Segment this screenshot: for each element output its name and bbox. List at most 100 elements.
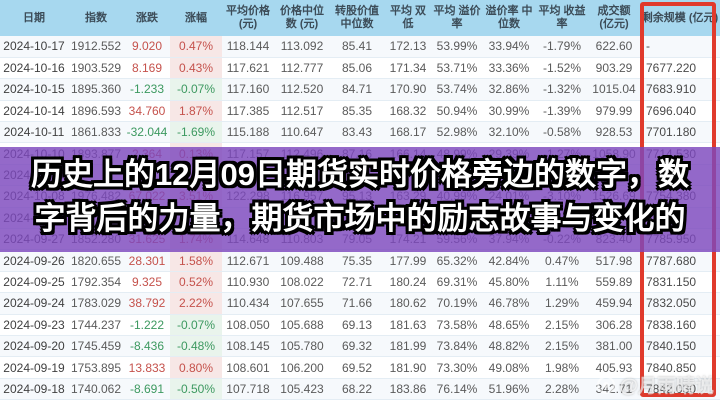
table-cell: 112.517	[274, 100, 330, 123]
table-cell: 1.11%	[536, 271, 588, 294]
table-cell: 177.99	[384, 249, 432, 272]
column-header-12[interactable]: 剩余规模 (亿元)	[640, 0, 720, 36]
table-cell: 166.14	[384, 142, 432, 165]
table-row[interactable]: 2024-09-18 1740.062 -8.691 -0.50% 107.718 105…	[0, 378, 720, 400]
table-cell	[482, 164, 536, 187]
column-header-5[interactable]: 价格中位数 (元)	[274, 0, 330, 36]
table-cell: 69.52	[330, 356, 384, 379]
table-cell: 0.52%	[170, 271, 222, 294]
table-cell: 33.94%	[482, 36, 536, 58]
table-cell: 52.98%	[432, 121, 482, 144]
column-header-11[interactable]: 成交额 (亿元)	[588, 0, 640, 36]
column-header-6[interactable]: 转股价值 中位数	[330, 0, 384, 36]
table-cell: 1820.655	[68, 249, 124, 272]
column-header-7[interactable]: 平均 双低	[384, 0, 432, 36]
table-cell: 32.10%	[482, 121, 536, 144]
column-header-9[interactable]: 溢价率 中位数	[482, 0, 536, 36]
table-cell: 67.022	[124, 185, 170, 208]
table-cell: -0.07%	[170, 78, 222, 101]
table-cell: 84.71	[330, 78, 384, 101]
table-cell: 53.99%	[432, 36, 482, 58]
table-cell: 979.99	[588, 100, 640, 123]
table-cell: 107.718	[222, 378, 274, 400]
table-cell: 48.65%	[482, 314, 536, 336]
table-cell: 1.74%	[170, 228, 222, 251]
table-cell: 110.647	[274, 121, 330, 144]
table-cell: 112.496	[274, 142, 330, 165]
column-header-1[interactable]: 指数	[68, 0, 124, 36]
table-cell: 1893.877	[68, 142, 124, 165]
table-cell: 122.298	[222, 185, 274, 208]
table-cell: 1058.90	[588, 142, 640, 165]
table-row[interactable]: 2024-09-26 1820.655 28.301 1.58% 112.671 109.…	[0, 249, 720, 272]
table-cell: 181.90	[384, 356, 432, 379]
table-row[interactable]: 2024-09-27 1852.280 31.625 1.74% 114.648 110.…	[0, 228, 720, 251]
table-cell: 2.15%	[536, 335, 588, 358]
table-row[interactable]: 2024-09-24 1783.029 38.792 2.22% 110.434 107.…	[0, 292, 720, 315]
table-row[interactable]: 2024-10-16 1903.529 8.169 0.43% 117.621 112.7…	[0, 57, 720, 80]
column-header-10[interactable]: 平均 收益率	[536, 0, 588, 36]
table-row[interactable]: 2024-10-11 1861.833 -32.044 -1.69% 115.188 11…	[0, 121, 720, 144]
table-row[interactable]: 2024-10-08 1976.482 67.022 3.51% 122.298 116.…	[0, 185, 720, 208]
table-cell: 2.364	[124, 142, 170, 165]
table-header: 日期 指数 涨跌 涨幅 平均价格 (元) 价格中位数 (元) 转股价值 中位数 平均 双低 平均…	[0, 0, 720, 36]
table-cell: 181.63	[384, 314, 432, 336]
table-cell	[482, 207, 536, 230]
table-row[interactable]: 2024-09-19 1753.895 13.833 0.80% 108.601 106.…	[0, 356, 720, 379]
table-cell: 2024-09-18	[0, 378, 68, 400]
table-row[interactable]: 2024-10-10 1893.877 2.364 0.13% 117.157 112.4…	[0, 142, 720, 165]
table-cell: 1745.459	[68, 335, 124, 358]
table-cell: 1.29%	[536, 292, 588, 315]
table-cell	[124, 207, 170, 230]
table-cell: 29.39%	[482, 142, 536, 165]
watermark-logo-icon	[597, 375, 616, 394]
table-cell: -1.69%	[170, 121, 222, 144]
table-cell: -0.48%	[170, 335, 222, 358]
table-cell: 105.780	[274, 335, 330, 358]
table-cell: 2.28%	[536, 378, 588, 400]
column-header-3[interactable]: 涨幅	[170, 0, 222, 36]
table-cell: 116.957	[274, 185, 330, 208]
table-cell: 180.24	[384, 271, 432, 294]
table-cell: -1.32%	[536, 78, 588, 101]
table-cell: 75.35	[330, 249, 384, 272]
table-cell: 53.71%	[432, 57, 482, 80]
table-cell: 108.145	[222, 335, 274, 358]
table-row[interactable]: 2024-10-15 1895.360 -1.233 -0.07% 117.160 112…	[0, 78, 720, 101]
table-row[interactable]: 2024-09-20 1745.459 -8.436 -0.48% 108.145 105…	[0, 335, 720, 358]
column-header-8[interactable]: 平均 溢价率	[432, 0, 482, 36]
table-cell: 110.434	[222, 292, 274, 315]
column-header-2[interactable]: 涨跌	[124, 0, 170, 36]
table-cell: 118.140	[330, 207, 384, 230]
table-cell: 3.51%	[170, 185, 222, 208]
table-row[interactable]: 2024-10-17 1912.552 9.020 0.47% 118.144 113.0…	[0, 36, 720, 58]
table-cell: 46.78%	[482, 292, 536, 315]
table-row[interactable]: 2024-10-09	[0, 164, 720, 187]
table-row[interactable]: 2024-09-25 1792.354 9.325 0.52% 110.930 108.0…	[0, 271, 720, 294]
table-cell: 117.385	[222, 100, 274, 123]
column-header-4[interactable]: 平均价格 (元)	[222, 0, 274, 36]
column-header-0[interactable]: 日期	[0, 0, 68, 36]
table-cell: 459.94	[588, 292, 640, 315]
table-cell: 168.17	[384, 121, 432, 144]
table-cell: 1861.833	[68, 121, 124, 144]
table-cell: 7831.150	[640, 271, 720, 294]
table-cell: 183.86	[384, 378, 432, 400]
table-cell: -1.27%	[536, 142, 588, 165]
table-cell: 42.84%	[482, 249, 536, 272]
table-cell: 0.13%	[170, 142, 222, 165]
table-cell: 113.092	[274, 36, 330, 58]
table-cell: 9.020	[124, 36, 170, 58]
table-cell	[432, 164, 482, 187]
table-cell	[170, 207, 222, 230]
table-cell: 13.833	[124, 356, 170, 379]
table-cell: 1744.237	[68, 314, 124, 336]
table-cell	[274, 207, 330, 230]
table-cell: 180.62	[384, 292, 432, 315]
table-row[interactable]: 2024-09-30 118.140	[0, 207, 720, 230]
table-row[interactable]: 2024-09-23 1744.237 -1.222 -0.07% 108.050 105…	[0, 314, 720, 336]
table-cell: -0.07%	[170, 314, 222, 336]
table-cell: 34.760	[124, 100, 170, 123]
table-row[interactable]: 2024-10-14 1896.593 34.760 1.87% 117.385 112.…	[0, 100, 720, 123]
table-cell: 381.00	[588, 335, 640, 358]
